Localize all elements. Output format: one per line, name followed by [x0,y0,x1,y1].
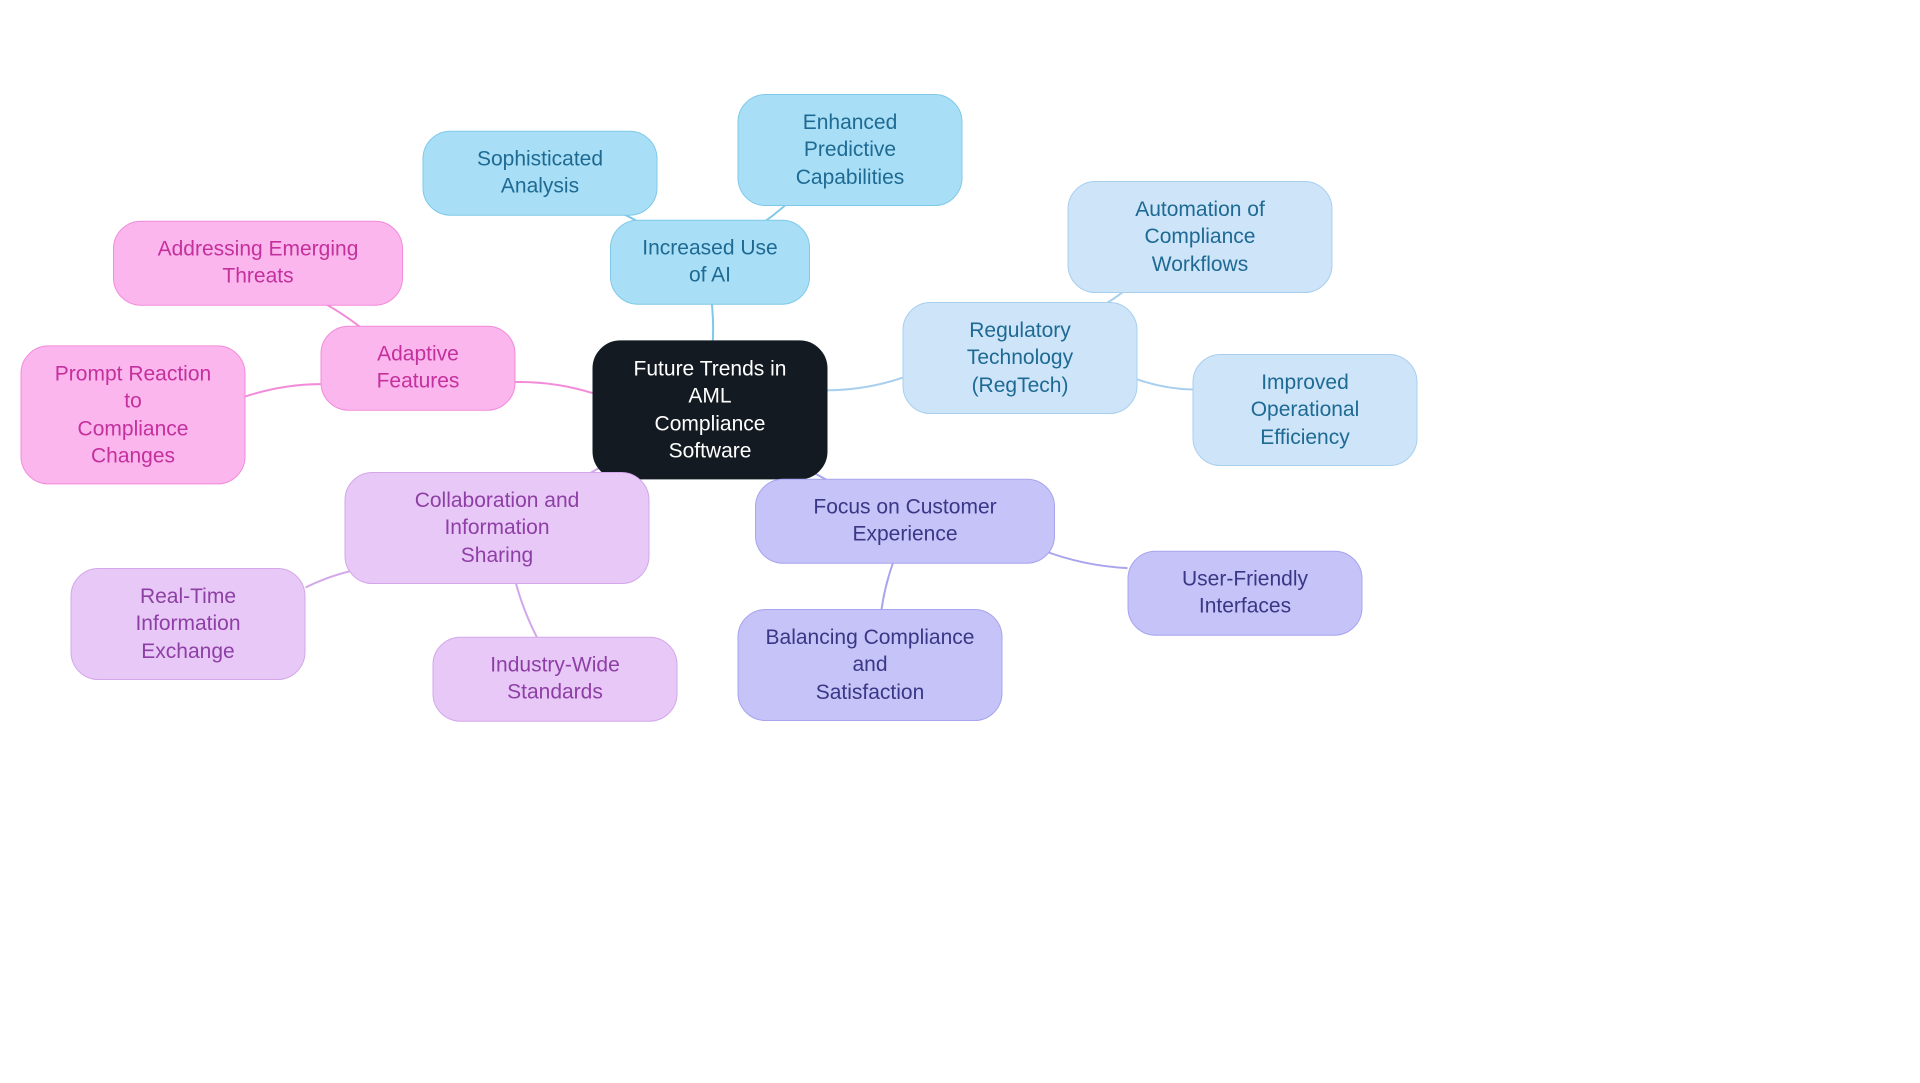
leaf-node-cx-ui-label: User-Friendly Interfaces [1153,566,1338,621]
branch-node-ai: Increased Use of AI [610,220,810,305]
center-node: Future Trends in AMLCompliance Software [593,340,828,479]
leaf-node-regtech-efficiency: Improved OperationalEfficiency [1193,354,1418,466]
branch-node-regtech-label: Regulatory Technology(RegTech) [928,317,1113,399]
edge [246,384,321,396]
leaf-node-cx-balancing-label: Balancing Compliance andSatisfaction [763,624,978,706]
branch-node-cx-label: Focus on Customer Experience [780,494,1030,549]
branch-node-collab-label: Collaboration and InformationSharing [370,487,625,569]
branch-node-adaptive-label: Adaptive Features [346,341,491,396]
leaf-node-ai-predictive-label: Enhanced PredictiveCapabilities [763,109,938,191]
edge [516,382,593,393]
leaf-node-collab-standards-label: Industry-Wide Standards [458,652,653,707]
leaf-node-ai-sophisticated: Sophisticated Analysis [423,131,658,216]
leaf-node-regtech-automation-label: Automation of ComplianceWorkflows [1093,196,1308,278]
leaf-node-collab-realtime: Real-Time InformationExchange [71,568,306,680]
branch-node-ai-label: Increased Use of AI [635,235,785,290]
branch-node-collab: Collaboration and InformationSharing [345,472,650,584]
leaf-node-collab-realtime-label: Real-Time InformationExchange [96,583,281,665]
branch-node-adaptive: Adaptive Features [321,326,516,411]
branch-node-cx: Focus on Customer Experience [755,479,1055,564]
edge [1042,550,1128,568]
leaf-node-collab-standards: Industry-Wide Standards [433,637,678,722]
center-node-label: Future Trends in AMLCompliance Software [618,355,803,464]
branch-node-regtech: Regulatory Technology(RegTech) [903,302,1138,414]
edge [828,378,903,391]
leaf-node-cx-ui: User-Friendly Interfaces [1128,551,1363,636]
leaf-node-ai-sophisticated-label: Sophisticated Analysis [448,146,633,201]
leaf-node-adaptive-threats: Addressing Emerging Threats [113,221,403,306]
leaf-node-ai-predictive: Enhanced PredictiveCapabilities [738,94,963,206]
leaf-node-regtech-automation: Automation of ComplianceWorkflows [1068,181,1333,293]
leaf-node-regtech-efficiency-label: Improved OperationalEfficiency [1218,369,1393,451]
leaf-node-adaptive-threats-label: Addressing Emerging Threats [138,236,378,291]
leaf-node-cx-balancing: Balancing Compliance andSatisfaction [738,609,1003,721]
leaf-node-adaptive-reaction: Prompt Reaction toCompliance Changes [21,345,246,484]
leaf-node-adaptive-reaction-label: Prompt Reaction toCompliance Changes [46,360,221,469]
edge [1138,379,1193,389]
